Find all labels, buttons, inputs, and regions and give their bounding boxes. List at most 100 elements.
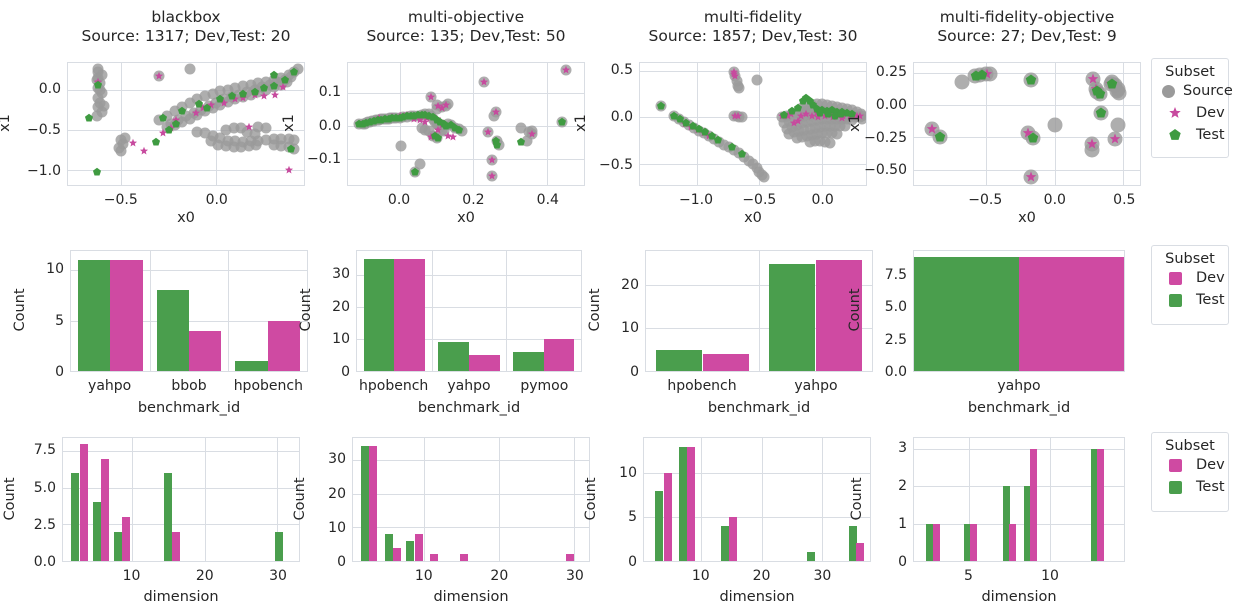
scatter-point-dev — [449, 132, 458, 142]
scatter-point-dev — [814, 113, 823, 122]
xtick-label: 10 — [414, 568, 433, 584]
legend-marker — [1162, 458, 1188, 472]
scatter-point-dev — [733, 112, 743, 121]
scatter-point-dev — [220, 98, 229, 107]
legend-entry: Test — [1152, 289, 1228, 311]
gridline-horizontal — [357, 371, 581, 372]
histogram-bar-test — [1090, 449, 1098, 561]
histogram-dimension-3 — [913, 437, 1125, 562]
panel-title-text: multi-fidelity-objective — [939, 8, 1115, 26]
gridline-horizontal — [353, 561, 589, 562]
histogram-bar-test — [406, 540, 415, 561]
scatter-point-test — [517, 137, 526, 147]
bar-test — [78, 260, 111, 371]
gridline-horizontal — [646, 371, 872, 372]
ytick-label: 0.0 — [38, 81, 61, 98]
legend-subset-bars-benchmark: Subset Dev Test — [1151, 245, 1229, 325]
panel-title-2: multi-fidelity Source: 1857; Dev,Test: 30 — [553, 8, 953, 46]
scatter-ylabel: x1 — [0, 114, 13, 132]
scatter-point-test — [92, 167, 101, 177]
histogram-ylabel: Count — [849, 476, 865, 521]
gridline-horizontal — [353, 493, 589, 495]
bar-test — [156, 290, 189, 371]
histogram-bar-test — [71, 473, 80, 561]
bar-category-label: hpobench — [359, 378, 429, 394]
bar-xlabel: benchmark_id — [707, 400, 811, 416]
gridline-vertical — [399, 63, 401, 185]
ytick-label: 5.0 — [33, 479, 56, 496]
ytick-label: 0.0 — [33, 554, 56, 570]
bar-category-label: pymoo — [520, 378, 569, 394]
scatter-point-source — [184, 63, 196, 75]
scatter-point-dev — [259, 91, 269, 101]
ytick-label: 3 — [898, 440, 907, 457]
histogram-bar-dev — [414, 534, 423, 561]
gridline-horizontal — [914, 371, 1124, 372]
bar-xlabel: benchmark_id — [417, 400, 521, 416]
legend-marker — [1162, 480, 1188, 494]
scatter-point-test — [557, 117, 567, 126]
gridline-vertical — [306, 251, 307, 371]
ytick-label: 5 — [628, 509, 637, 526]
scatter-point-test — [159, 113, 168, 123]
scatter-point-test — [94, 80, 103, 90]
scatter-point-dev — [528, 129, 537, 139]
ytick-label: 2.5 — [884, 331, 907, 348]
ytick-label: 0 — [55, 364, 64, 380]
scatter-point-dev — [981, 68, 993, 79]
histogram-xlabel: dimension — [433, 589, 509, 605]
histogram-bar-dev — [565, 554, 574, 561]
scatter-point-source — [115, 145, 127, 157]
scatter-point-dev — [853, 112, 862, 121]
scatter-point-test — [737, 149, 746, 159]
scatter-point-test — [676, 115, 685, 124]
scatter-point-dev — [239, 93, 248, 102]
scatter-point-dev — [443, 131, 452, 140]
histogram-bar-test — [655, 490, 664, 561]
legend-entry: Test — [1152, 124, 1228, 146]
scatter-point-test — [1025, 74, 1037, 86]
legend-entry: Dev — [1152, 267, 1228, 289]
histogram-ylabel: Count — [292, 476, 308, 521]
histogram-bar-dev — [855, 543, 864, 561]
histogram-dimension-2 — [643, 437, 871, 562]
scatter-point-test — [84, 113, 94, 123]
ytick-label: 10 — [621, 320, 639, 337]
gridline-vertical — [759, 63, 761, 185]
scatter-point-test — [202, 103, 212, 113]
gridline-horizontal — [914, 105, 1140, 107]
xtick-label: 10 — [691, 568, 710, 584]
scatter-point-dev — [426, 93, 436, 102]
bar-test — [656, 349, 703, 371]
xtick-label: 0.0 — [205, 192, 228, 208]
histogram-bar-dev — [429, 554, 438, 561]
gridline-horizontal — [640, 70, 866, 72]
scatter-point-source — [839, 120, 851, 132]
ytick-label: 10 — [328, 519, 346, 536]
bar-category-label: yahpo — [794, 378, 838, 394]
scatter-point-source — [414, 158, 426, 170]
gridline-horizontal — [63, 561, 299, 562]
gridline-horizontal — [644, 517, 870, 519]
scatter-point-dev — [426, 132, 436, 142]
histogram-ylabel: Count — [2, 476, 18, 521]
scatter-point-source — [199, 127, 211, 139]
scatter-point-test — [713, 135, 723, 145]
gridline-horizontal — [914, 73, 1140, 75]
ytick-label: 0 — [341, 364, 350, 380]
gridline-horizontal — [348, 92, 584, 94]
ytick-label: 7.5 — [33, 442, 56, 459]
gridline-horizontal — [348, 158, 584, 160]
histogram-bar-test — [275, 531, 284, 561]
gridline-vertical — [580, 251, 581, 371]
legend-label: Dev — [1196, 270, 1225, 286]
bar-test — [513, 351, 544, 371]
scatter-point-test — [250, 87, 259, 97]
gridline-horizontal — [353, 459, 589, 461]
bar-category-label: hpobench — [667, 378, 737, 394]
xtick-label: 0.0 — [1043, 192, 1066, 208]
scatter-point-test — [727, 143, 736, 152]
gridline-horizontal — [353, 527, 589, 529]
ytick-label: 5.0 — [884, 299, 907, 316]
bar-chart-benchmark-1 — [356, 250, 582, 372]
